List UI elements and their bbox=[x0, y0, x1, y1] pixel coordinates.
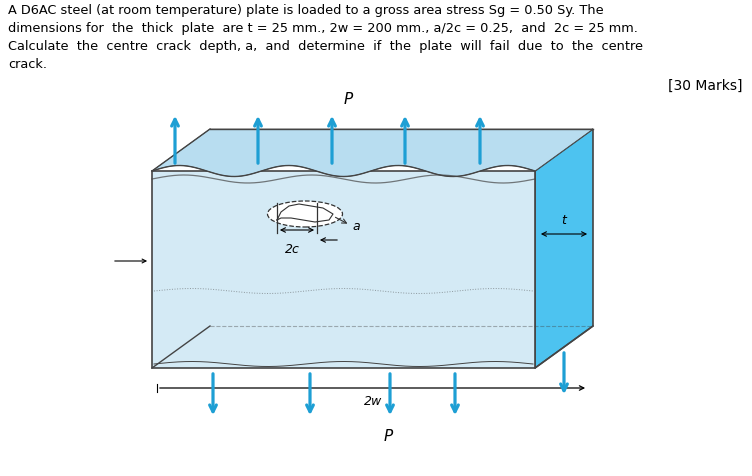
Text: a: a bbox=[352, 220, 359, 233]
Ellipse shape bbox=[268, 201, 342, 228]
Text: A D6AC steel (at room temperature) plate is loaded to a gross area stress Sg = 0: A D6AC steel (at room temperature) plate… bbox=[8, 4, 643, 71]
Text: [30 Marks]: [30 Marks] bbox=[668, 79, 742, 93]
Text: 2w: 2w bbox=[364, 394, 382, 407]
Polygon shape bbox=[152, 130, 593, 177]
Text: t: t bbox=[562, 214, 566, 227]
Polygon shape bbox=[277, 205, 333, 223]
Polygon shape bbox=[535, 130, 593, 368]
Text: P: P bbox=[344, 92, 353, 107]
Text: P: P bbox=[384, 428, 393, 443]
Polygon shape bbox=[152, 172, 535, 368]
Text: 2c: 2c bbox=[285, 242, 300, 256]
